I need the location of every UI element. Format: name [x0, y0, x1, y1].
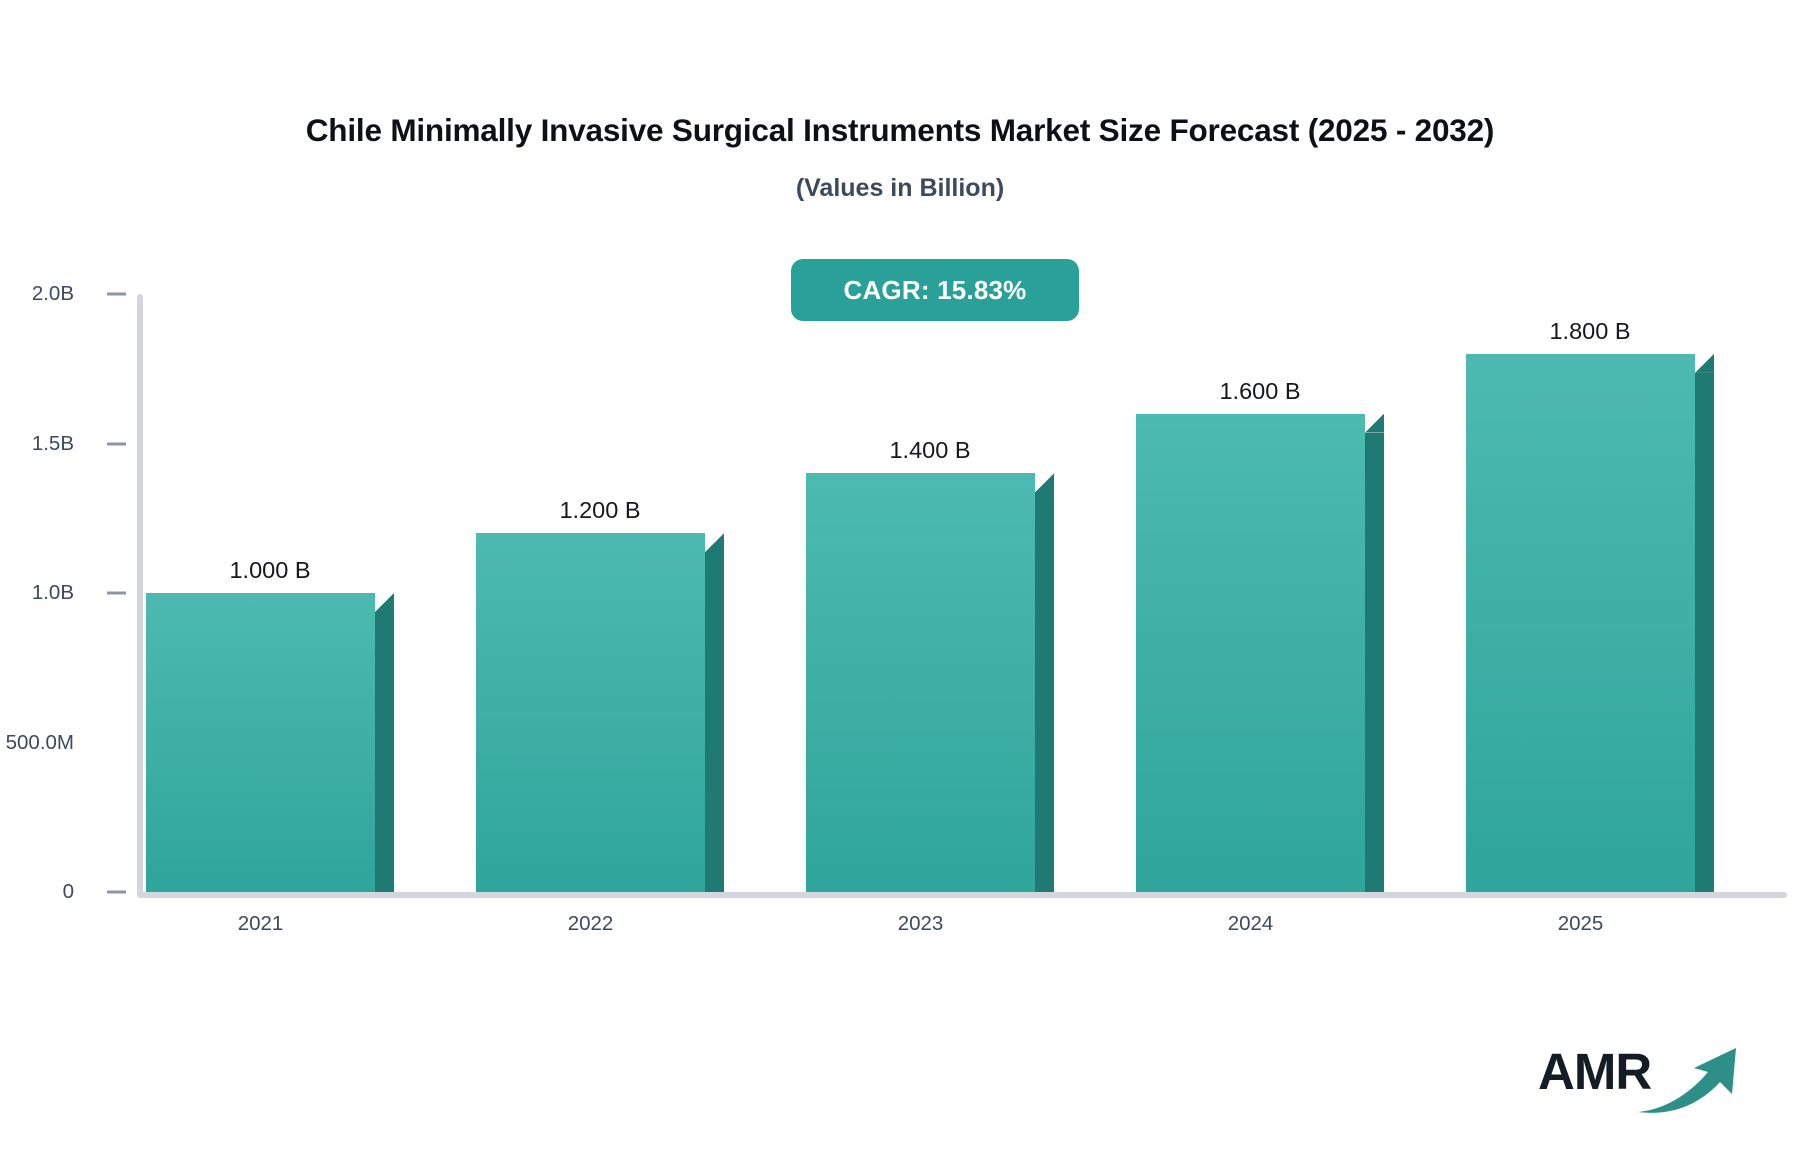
y-axis-tick-mark	[107, 890, 126, 894]
y-axis-tick-mark	[107, 292, 126, 296]
bar-front-face	[1466, 353, 1695, 892]
plot-area: 2.0B 1.5B 1.0B 500.0M 0 2021 2022 2023 2024 2025…	[6, 282, 1787, 935]
x-axis-label: 2025	[1557, 912, 1604, 935]
y-axis-tick-mark	[107, 442, 126, 445]
x-axis-label: 2021	[237, 912, 284, 935]
bar-side-face	[1695, 372, 1714, 892]
bar-top-chamfer	[1695, 353, 1714, 373]
bar-value-label: 1.800 B	[1549, 317, 1631, 344]
growth-arrow-icon	[1638, 1048, 1736, 1113]
y-axis-label: 500.0M	[5, 730, 74, 754]
y-axis-tick-mark	[107, 591, 126, 595]
x-axis-label: 2023	[897, 912, 944, 935]
y-axis-label: 0	[62, 880, 74, 903]
bar-front-face	[476, 533, 705, 892]
chart-title: Chile Minimally Invasive Surgical Instru…	[305, 112, 1495, 148]
bar-value-label: 1.000 B	[229, 557, 311, 583]
bar-value-label: 1.400 B	[889, 437, 971, 464]
bar[interactable]: 1.000 B	[146, 557, 394, 892]
bar-side-face	[375, 612, 394, 892]
bar-top-chamfer	[1365, 413, 1384, 433]
bar-side-face	[1365, 432, 1384, 892]
chart-subtitle: (Values in Billion)	[795, 174, 1005, 202]
cagr-badge-label: CAGR: 15.83%	[843, 274, 1027, 305]
amr-logo: AMR	[1538, 1036, 1738, 1114]
bar[interactable]: 1.400 B	[806, 437, 1054, 892]
y-axis-label: 1.5B	[31, 431, 74, 455]
y-axis-line	[137, 294, 143, 898]
bar-side-face	[705, 552, 724, 892]
cagr-badge: CAGR: 15.83%	[791, 259, 1079, 321]
bar[interactable]: 1.200 B	[476, 497, 724, 892]
amr-logo-text: AMR	[1538, 1043, 1652, 1100]
x-axis-label: 2022	[567, 912, 614, 935]
bar-front-face	[806, 473, 1035, 892]
x-axis-line	[137, 892, 1787, 898]
x-axis-label: 2024	[1227, 912, 1274, 935]
bar-side-face	[1035, 492, 1054, 892]
bar-value-label: 1.600 B	[1219, 377, 1301, 404]
bar[interactable]: 1.800 B	[1466, 318, 1714, 892]
bar[interactable]: 1.600 B	[1136, 378, 1384, 892]
bar-value-label: 1.200 B	[559, 497, 641, 524]
bar-top-chamfer	[1035, 473, 1054, 493]
bar-top-chamfer	[705, 533, 724, 553]
bar-top-chamfer	[375, 593, 394, 612]
y-axis-label: 2.0B	[31, 282, 74, 305]
y-axis-label: 1.0B	[31, 581, 74, 604]
bar-front-face	[146, 593, 375, 892]
bar-front-face	[1136, 413, 1365, 892]
